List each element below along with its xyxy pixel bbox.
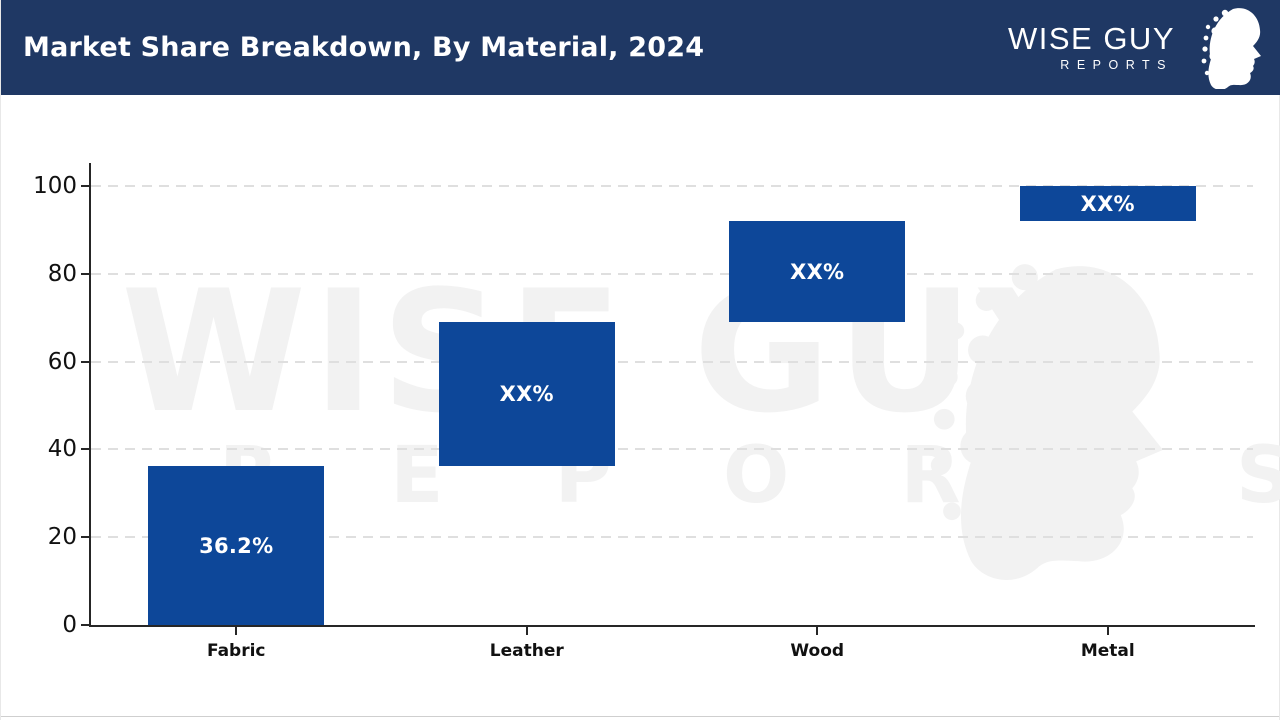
bar-leather: XX% — [438, 322, 615, 467]
y-tick-0 — [81, 624, 89, 626]
x-tick-fabric — [235, 627, 238, 635]
brand-logo-text: WISE GUY REPORTS — [1008, 23, 1175, 72]
x-tick-leather — [525, 627, 528, 635]
x-category-label: Leather — [489, 641, 564, 661]
bar-value-label: XX% — [499, 382, 554, 407]
x-category-label: Wood — [790, 641, 845, 661]
bar-wood: XX% — [729, 221, 906, 323]
dotted-head-icon — [1181, 3, 1267, 93]
header: Market Share Breakdown, By Material, 202… — [1, 0, 1280, 95]
brand-subname: REPORTS — [1060, 58, 1173, 72]
brand-name: WISE GUY — [1007, 21, 1175, 56]
y-tick-20 — [81, 536, 89, 539]
gridline-60 — [91, 360, 1253, 363]
gridline-80 — [91, 272, 1253, 275]
y-tick-label-20: 20 — [47, 524, 77, 551]
y-tick-80 — [81, 272, 89, 275]
x-tick-wood — [816, 627, 819, 635]
gridline-100 — [91, 185, 1253, 187]
y-tick-label-0: 0 — [62, 612, 77, 638]
page-title: Market Share Breakdown, By Material, 202… — [23, 32, 705, 63]
y-tick-40 — [81, 448, 89, 451]
bottom-divider — [1, 716, 1279, 717]
y-tick-100 — [81, 185, 89, 187]
y-tick-label-80: 80 — [47, 260, 77, 287]
bar-metal: XX% — [1019, 186, 1196, 222]
y-axis-spine — [89, 163, 91, 627]
bar-value-label: 36.2% — [199, 533, 274, 558]
x-tick-metal — [1106, 627, 1109, 635]
y-tick-60 — [81, 360, 89, 363]
x-category-label: Metal — [1080, 641, 1135, 661]
gridline-20 — [91, 536, 1253, 539]
x-category-label: Fabric — [206, 641, 266, 661]
y-tick-label-40: 40 — [47, 436, 77, 463]
bar-value-label: XX% — [790, 259, 845, 284]
brand-logo: WISE GUY REPORTS — [1008, 3, 1280, 93]
bar-value-label: XX% — [1080, 191, 1135, 216]
gridline-40 — [91, 448, 1253, 451]
y-tick-label-60: 60 — [47, 348, 77, 375]
bar-fabric: 36.2% — [148, 466, 325, 625]
watermark-dotted-head-icon — [856, 215, 1186, 589]
y-tick-label-100: 100 — [33, 173, 77, 199]
x-axis-spine — [89, 625, 1255, 627]
